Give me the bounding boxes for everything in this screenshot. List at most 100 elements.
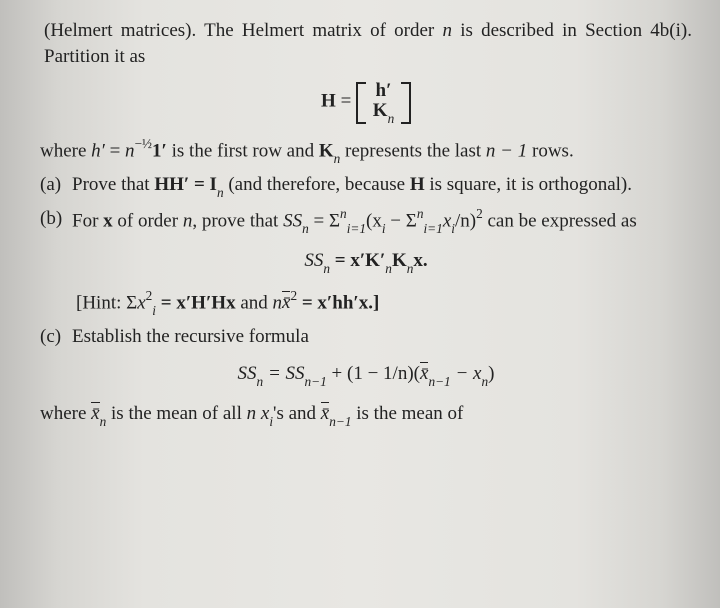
text: (Helmert matrices). The Helmert matrix o… bbox=[44, 20, 442, 41]
label-c: (c) bbox=[40, 324, 72, 350]
intro-paragraph: (Helmert matrices). The Helmert matrix o… bbox=[40, 18, 692, 69]
text: is the mean of all bbox=[106, 403, 246, 424]
var: H bbox=[410, 174, 425, 195]
body-b: For x of order n, prove that SSn = Σni=1… bbox=[72, 206, 692, 236]
var: x bbox=[137, 292, 145, 313]
text: [Hint: Σ bbox=[76, 292, 137, 313]
text: (x bbox=[366, 210, 382, 231]
matrix-top: h′ bbox=[376, 80, 392, 101]
eq: K bbox=[392, 250, 407, 271]
text: rows. bbox=[527, 140, 573, 161]
text: is the mean of bbox=[352, 403, 464, 424]
sub: i bbox=[152, 303, 156, 318]
text: For bbox=[72, 210, 103, 231]
eq: = SS bbox=[263, 363, 304, 384]
sub: i bbox=[451, 221, 455, 236]
eq: SS bbox=[304, 250, 323, 271]
text: 's and bbox=[273, 403, 321, 424]
item-a: (a) Prove that HH′ = In (and therefore, … bbox=[40, 172, 692, 200]
body-c: Establish the recursive formula bbox=[72, 324, 692, 350]
matrix-column: h′ Kn bbox=[371, 81, 396, 124]
var: n − 1 bbox=[486, 140, 527, 161]
text: is square, it is orthogonal). bbox=[425, 174, 632, 195]
var: n x bbox=[247, 403, 270, 424]
matrix-bracket: h′ Kn bbox=[356, 81, 411, 124]
eq: = x′hh′x.] bbox=[297, 292, 379, 313]
sup: 2 bbox=[290, 288, 297, 303]
text: − Σ bbox=[386, 210, 417, 231]
where-paragraph: where h′ = n−½1′ is the first row and Kn… bbox=[40, 136, 692, 166]
text: Establish the recursive formula bbox=[72, 326, 309, 347]
equation-1: H = h′ Kn bbox=[40, 81, 692, 124]
var-n: n bbox=[442, 20, 452, 41]
sub: n bbox=[100, 414, 107, 429]
eq-lhs: H bbox=[321, 91, 336, 112]
sub: n−1 bbox=[305, 374, 327, 389]
text: can be expressed as bbox=[483, 210, 637, 231]
label-b: (b) bbox=[40, 206, 72, 236]
item-b: (b) For x of order n, prove that SSn = Σ… bbox=[40, 206, 692, 236]
sub: i=1 bbox=[423, 221, 442, 236]
matrix-bot-a: K bbox=[373, 100, 388, 121]
eq-sign: = bbox=[336, 91, 356, 112]
text: and bbox=[236, 292, 273, 313]
eq: = x′K′ bbox=[330, 250, 385, 271]
sub: n bbox=[481, 374, 488, 389]
sub: i bbox=[269, 414, 273, 429]
exponent: −½ bbox=[135, 136, 152, 151]
var: 1′ bbox=[152, 140, 167, 161]
text: = Σ bbox=[309, 210, 340, 231]
eq: ) bbox=[488, 363, 494, 384]
subscript: n bbox=[302, 221, 309, 236]
subscript: n bbox=[334, 151, 341, 166]
eq: − x bbox=[451, 363, 482, 384]
sub: n−1 bbox=[329, 414, 351, 429]
equation-3: SSn = SSn−1 + (1 − 1/n)(x̄n−1 − xn) bbox=[40, 361, 692, 389]
label-a: (a) bbox=[40, 172, 72, 200]
xbar: x̄ bbox=[91, 401, 99, 427]
matrix-bot-sub: n bbox=[388, 111, 395, 126]
sub: n−1 bbox=[428, 374, 450, 389]
text: where bbox=[40, 140, 91, 161]
var: K bbox=[319, 140, 334, 161]
text: of order bbox=[113, 210, 183, 231]
right-bracket-icon bbox=[401, 82, 411, 124]
sub: n bbox=[257, 374, 264, 389]
sup: n bbox=[340, 206, 347, 221]
sup: n bbox=[417, 206, 424, 221]
var: x bbox=[443, 210, 451, 231]
text: where bbox=[40, 403, 91, 424]
var: n bbox=[183, 210, 193, 231]
text: /n) bbox=[455, 210, 476, 231]
xbar: x̄ bbox=[321, 401, 329, 427]
var: n bbox=[125, 140, 135, 161]
eq: HH′ = I bbox=[154, 174, 217, 195]
sub: n bbox=[385, 261, 392, 276]
text: is the first row and bbox=[167, 140, 319, 161]
var: SS bbox=[283, 210, 302, 231]
sup: 2 bbox=[476, 206, 483, 221]
sub: n bbox=[407, 261, 414, 276]
sup: 2 bbox=[146, 288, 153, 303]
item-c: (c) Establish the recursive formula bbox=[40, 324, 692, 350]
eq: SS bbox=[238, 363, 257, 384]
sub: i=1 bbox=[347, 221, 366, 236]
text: , prove that bbox=[192, 210, 283, 231]
eq: + (1 − 1/n)( bbox=[327, 363, 420, 384]
page: (Helmert matrices). The Helmert matrix o… bbox=[0, 0, 720, 451]
eq: = x′H′Hx bbox=[156, 292, 236, 313]
tail-paragraph: where x̄n is the mean of all n xi's and … bbox=[40, 401, 692, 429]
subscript: n bbox=[217, 185, 224, 200]
sub: i bbox=[382, 221, 386, 236]
eq: x. bbox=[413, 250, 427, 271]
var: x bbox=[103, 210, 113, 231]
hint: [Hint: Σx2i = x′H′Hx and nx̄2 = x′hh′x.] bbox=[40, 288, 692, 318]
var: n bbox=[273, 292, 283, 313]
text: (and therefore, because bbox=[224, 174, 410, 195]
text: Prove that bbox=[72, 174, 154, 195]
sub: n bbox=[323, 261, 330, 276]
equation-2: SSn = x′K′nKnx. bbox=[40, 248, 692, 276]
var: h′ bbox=[91, 140, 105, 161]
text: represents the last bbox=[340, 140, 486, 161]
left-bracket-icon bbox=[356, 82, 366, 124]
